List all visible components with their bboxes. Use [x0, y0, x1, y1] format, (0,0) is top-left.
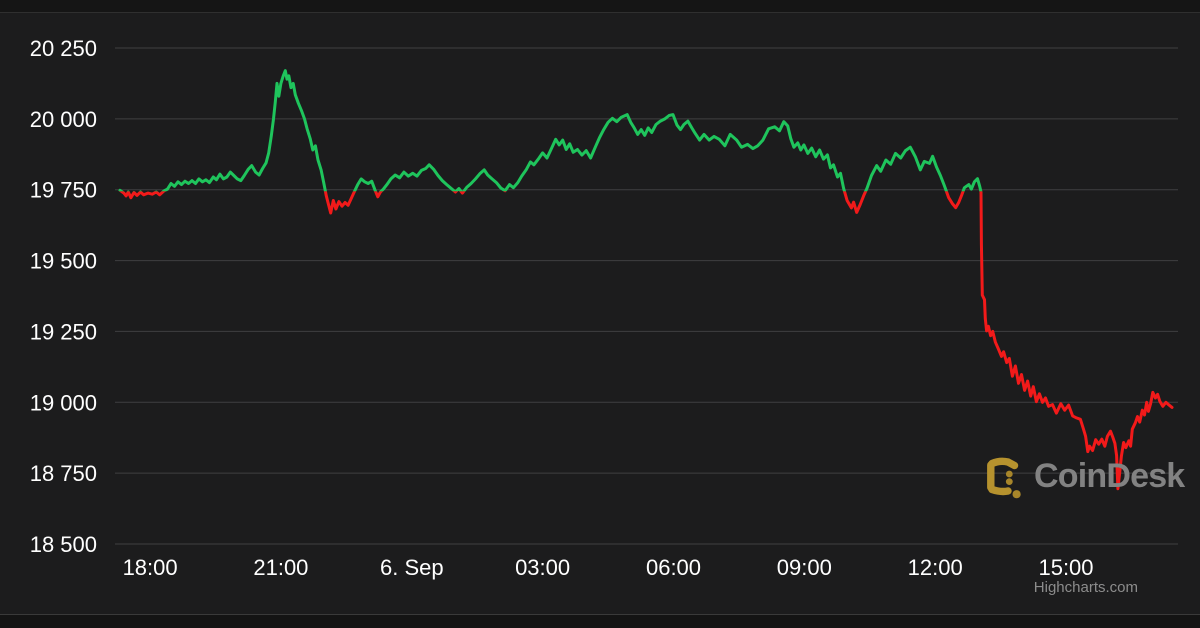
x-axis-label: 15:00	[1038, 555, 1093, 580]
highcharts-credit[interactable]: Highcharts.com	[1033, 579, 1138, 596]
y-axis-label: 20 000	[30, 107, 97, 132]
x-axis-label: 06:00	[646, 555, 701, 580]
y-axis-label: 19 000	[30, 390, 97, 415]
y-axis-label: 18 750	[30, 461, 97, 486]
top-divider	[0, 0, 1200, 13]
price-line-below-threshold	[118, 191, 1174, 491]
y-axis-label: 19 750	[30, 178, 97, 203]
x-axis-label: 03:00	[515, 555, 570, 580]
y-axis-label: 19 500	[30, 249, 97, 274]
x-axis-label: 21:00	[253, 555, 308, 580]
x-axis-label: 12:00	[908, 555, 963, 580]
y-axis-label: 20 250	[30, 36, 97, 61]
x-axis-label: 6. Sep	[380, 555, 444, 580]
y-axis-label: 19 250	[30, 319, 97, 344]
x-axis-label: 09:00	[777, 555, 832, 580]
y-axis-label: 18 500	[30, 532, 97, 557]
x-axis-label: 18:00	[123, 555, 178, 580]
bottom-divider	[0, 614, 1200, 628]
price-line-above-threshold	[118, 69, 983, 192]
